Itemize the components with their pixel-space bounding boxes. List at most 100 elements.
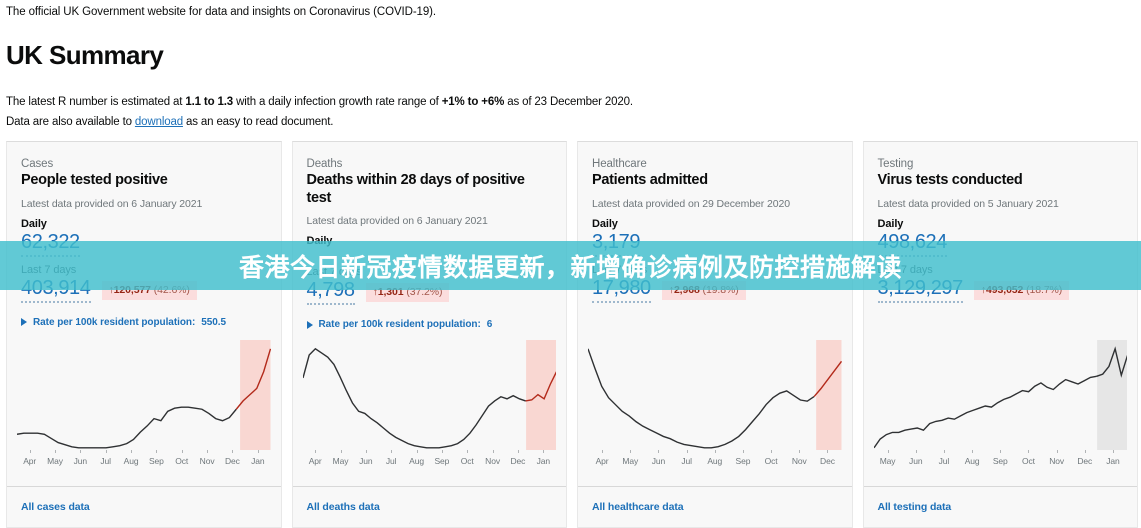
card-deaths-change-pct: (37.2%) [406,286,443,299]
card-healthcare-change-pct: (19.8%) [702,283,739,296]
card-deaths-rate-label: Rate per 100k resident population: [318,319,481,331]
card-cases-week-value: 403,914 [21,277,91,303]
card-testing-all-data-link[interactable]: All testing data [877,501,952,513]
sparkline-incomplete-path [814,361,841,396]
card-deaths-week-row: 4,798 ↑1,301 (37.2%) [306,279,553,312]
page-title: UK Summary [6,40,164,70]
axis-tick-label: Nov [1043,450,1071,466]
axis-tick-label: Jul [379,450,404,466]
card-cases-rate-label: Rate per 100k resident population: [33,316,196,328]
axis-tick-label: May [616,450,644,466]
axis-tick-label: Nov [480,450,505,466]
card-testing-change-badge: ↑493,052 (18.7%) [973,280,1070,300]
card-cases-week-label: Last 7 days [21,263,77,276]
card-testing-change-pct: (18.7%) [1026,283,1063,296]
card-testing-sparkline [874,340,1127,450]
card-healthcare-footer: All healthcare data [578,486,852,527]
axis-tick-label: Aug [118,450,143,466]
card-cases-category: Cases [21,158,54,170]
r-value: 1.1 to 1.3 [185,96,234,108]
axis-tick-label: Aug [958,450,986,466]
card-deaths-all-data-link[interactable]: All deaths data [306,501,380,513]
chevron-right-icon [306,320,313,329]
card-deaths-latest-date: Latest data provided on 6 January 2021 [306,215,488,228]
download-suffix: as an easy to read document. [182,116,334,128]
card-healthcare-chart: Apr May Jun Jul Aug Sep Oct Nov Dec [578,310,852,486]
card-cases-week-row: 403,914 ↑120,577 (42.6%) [21,277,267,310]
sparkline-incomplete-path [1096,349,1127,377]
axis-tick-label: Sep [429,450,454,466]
card-testing-axis: May Jun Jul Aug Sep Oct Nov Dec Jan [874,450,1128,466]
card-deaths-chart: Apr May Jun Jul Aug Sep Oct Nov Dec Jan [293,330,567,486]
axis-tick-label: Jul [93,450,118,466]
card-healthcare-change-value: 2,968 [673,283,700,296]
card-deaths-category: Deaths [306,158,343,170]
axis-tick-label: May [328,450,353,466]
card-healthcare-week-row: 17,980 ↑2,968 (19.8%) [592,277,838,310]
site-intro-text: The official UK Government website for d… [6,6,436,18]
card-testing-latest-date: Latest data provided on 5 January 2021 [877,197,1059,210]
download-link[interactable]: download [134,116,183,128]
card-healthcare-sparkline [588,340,842,450]
card-healthcare-all-data-link[interactable]: All healthcare data [592,501,684,513]
sparkline-path [303,349,526,448]
card-healthcare-daily-label: Daily [592,217,618,230]
card-healthcare-latest-date: Latest data provided on 29 December 2020 [592,197,790,210]
axis-tick-label: Jul [930,450,958,466]
card-healthcare-body: Healthcare Patients admitted Latest data… [578,142,852,310]
axis-tick-label: Apr [303,450,328,466]
card-deaths-rate-toggle[interactable]: Rate per 100k resident population: 6 [306,319,553,331]
card-testing-title: Virus tests conducted [877,172,1023,188]
r-prefix: The latest R number is estimated at [6,96,186,108]
card-cases-sparkline [17,340,271,450]
card-cases-change-pct: (42.6%) [153,283,190,296]
axis-tick-label: Jan [531,450,556,466]
r-growth-rate: +1% to +6% [441,96,505,108]
card-cases-footer: All cases data [7,486,281,527]
card-deaths-footer: All deaths data [292,486,566,527]
r-suffix: as of 23 December 2020. [504,96,633,108]
card-deaths-title: Deaths within 28 days of positive test [306,172,525,206]
incomplete-data-band [240,340,271,450]
card-testing: Testing Virus tests conducted Latest dat… [862,141,1138,528]
incomplete-data-band [525,340,556,450]
card-healthcare-change-badge: ↑2,968 (19.8%) [661,280,746,300]
card-healthcare-week-value: 17,980 [592,277,651,303]
axis-tick-label: Oct [757,450,785,466]
summary-cards: Cases People tested positive Latest data… [6,141,1138,528]
card-testing-category: Testing [877,158,914,170]
card-cases-daily-value: 62,322 [21,231,80,257]
axis-tick-label: Nov [785,450,813,466]
sparkline-incomplete-path [236,349,270,409]
sparkline-incomplete-path [525,372,556,401]
r-mid: with a daily infection growth rate range… [233,96,442,108]
r-number-statement: The latest R number is estimated at 1.1 … [0,71,1141,108]
card-deaths-week-value: 4,798 [306,279,355,306]
axis-tick-label: Aug [404,450,429,466]
axis-tick-label: Sep [986,450,1014,466]
card-cases-axis: Apr May Jun Jul Aug Sep Oct Nov Dec Jan [17,450,271,466]
axis-tick-label: Apr [588,450,616,466]
card-cases-rate-toggle[interactable]: Rate per 100k resident population: 550.5 [21,317,267,328]
axis-tick-label: Oct [1014,450,1042,466]
axis-tick-label: Sep [729,450,757,466]
card-testing-daily-label: Daily [877,217,904,230]
chevron-right-icon [21,318,27,327]
axis-tick-label: Dec [1071,450,1099,466]
card-deaths-change-arrow: ↑ [372,286,378,299]
axis-tick-label: Oct [169,450,194,466]
card-deaths-change-value: 1,301 [377,286,404,299]
card-testing-week-row: 3,129,297 ↑493,052 (18.7%) [877,277,1124,310]
card-cases-all-data-link[interactable]: All cases data [21,501,90,513]
card-deaths: Deaths Deaths within 28 days of positive… [291,141,567,528]
card-cases-daily-label: Daily [21,217,47,230]
axis-tick-label: Oct [455,450,480,466]
card-cases-change-badge: ↑120,577 (42.6%) [101,280,197,300]
card-deaths-change-badge: ↑1,301 (37.2%) [365,283,450,303]
card-deaths-body: Deaths Deaths within 28 days of positive… [293,142,567,330]
card-testing-chart: May Jun Jul Aug Sep Oct Nov Dec Jan [864,310,1138,486]
card-deaths-sparkline [303,340,556,450]
card-cases: Cases People tested positive Latest data… [6,141,282,528]
card-healthcare-category: Healthcare [592,158,647,170]
